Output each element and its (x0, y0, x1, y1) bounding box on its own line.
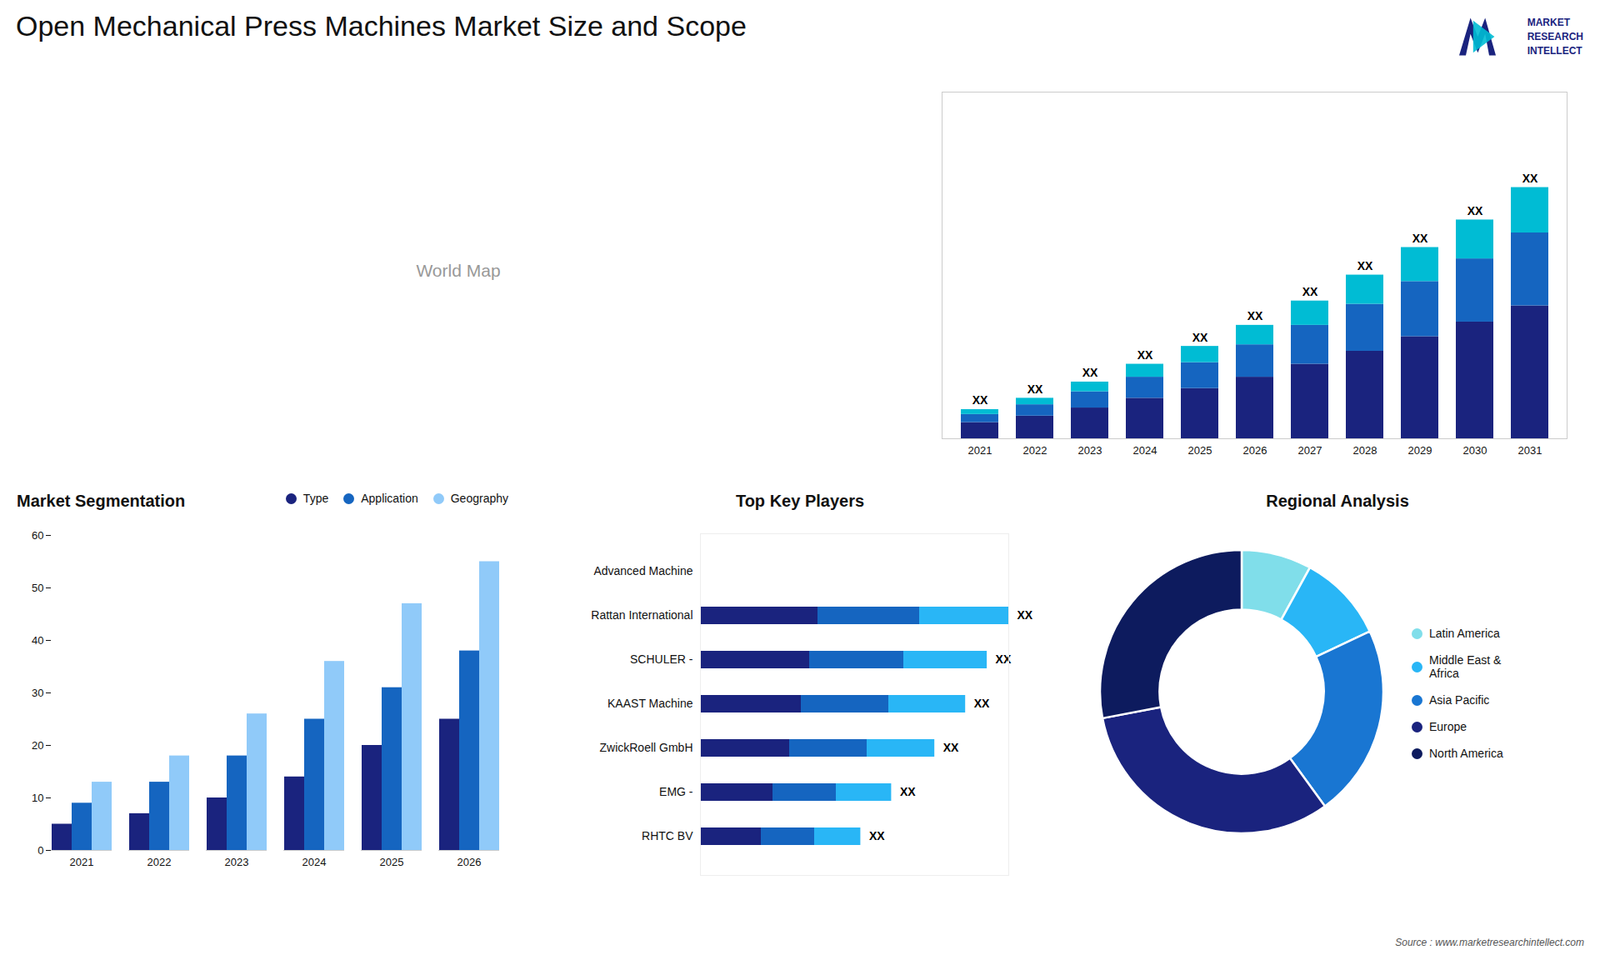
html-text:Source : www.marketresearchint: Source : www.marketresearchintellect.com (1395, 936, 1585, 949)
html-text:Europe: Europe (1429, 720, 1467, 734)
html-text:Top Key Players: Top Key Players (735, 491, 865, 510)
svg-text:XX: XX (995, 652, 1012, 666)
svg-text:40: 40 (31, 634, 44, 647)
svg-text:SCHULER -: SCHULER - (630, 652, 694, 666)
svg-text:XX: XX (1302, 285, 1319, 299)
svg-text:2026: 2026 (1243, 444, 1268, 457)
html-text:Middle East & Africa: Middle East & Africa (1429, 653, 1502, 680)
html-text:Type: Type (303, 491, 329, 505)
html-text:Open Mechanical Press Machines: Open Mechanical Press Machines Market Si… (15, 10, 747, 42)
svg-text:KAAST Machine: KAAST Machine (607, 696, 694, 710)
svg-text:2022: 2022 (147, 855, 172, 869)
svg-text:2027: 2027 (1298, 444, 1323, 457)
html-text:North America: North America (1429, 746, 1504, 760)
svg-text:XX: XX (1357, 259, 1374, 273)
svg-text:Advanced Machine: Advanced Machine (593, 564, 693, 578)
svg-text:XX: XX (1027, 382, 1044, 396)
svg-text:2021: 2021 (70, 855, 95, 869)
svg-text:XX: XX (1412, 231, 1429, 245)
svg-text:XX: XX (972, 393, 989, 407)
svg-text:2023: 2023 (225, 855, 250, 869)
svg-text:EMG -: EMG - (659, 785, 694, 799)
svg-text:60: 60 (31, 529, 44, 542)
svg-text:RHTC BV: RHTC BV (641, 829, 694, 843)
svg-text:2026: 2026 (457, 855, 482, 869)
svg-text:30: 30 (31, 686, 44, 700)
svg-text:XX: XX (869, 829, 885, 843)
svg-text:2022: 2022 (1023, 444, 1048, 457)
svg-text:2023: 2023 (1078, 444, 1103, 457)
html-text:Asia Pacific: Asia Pacific (1429, 693, 1490, 707)
svg-text:2029: 2029 (1408, 444, 1433, 457)
html-text:World Map: World Map (416, 260, 501, 280)
html-text:Geography: Geography (450, 491, 509, 505)
svg-text:XX: XX (1522, 171, 1539, 185)
svg-text:XX: XX (1082, 365, 1099, 380)
svg-text:XX: XX (1467, 204, 1484, 218)
html-text:MARKET: MARKET (1527, 16, 1570, 28)
html-text:Latin America: Latin America (1429, 626, 1500, 640)
svg-text:XX: XX (943, 740, 960, 755)
svg-text:2021: 2021 (968, 444, 993, 457)
svg-text:10: 10 (31, 791, 44, 805)
svg-text:2028: 2028 (1353, 444, 1378, 457)
svg-text:XX: XX (1017, 608, 1034, 622)
svg-text:2025: 2025 (1188, 444, 1213, 457)
svg-text:2030: 2030 (1463, 444, 1488, 457)
svg-text:0: 0 (37, 844, 44, 857)
svg-text:2025: 2025 (380, 855, 405, 869)
html-text:Regional Analysis: Regional Analysis (1266, 491, 1409, 510)
html-text:RESEARCH: RESEARCH (1527, 30, 1584, 43)
svg-text:2024: 2024 (1133, 444, 1158, 457)
svg-text:20: 20 (31, 739, 44, 752)
svg-text:XX: XX (1247, 309, 1264, 323)
svg-text:XX: XX (1137, 348, 1154, 362)
svg-text:2031: 2031 (1518, 444, 1543, 457)
html-text:Application: Application (361, 491, 419, 505)
svg-text:XX: XX (900, 785, 916, 799)
svg-text:2024: 2024 (302, 855, 327, 869)
svg-text:XX: XX (974, 696, 990, 710)
svg-text:XX: XX (1192, 330, 1209, 345)
svg-text:Rattan International: Rattan International (590, 608, 693, 622)
html-text:INTELLECT: INTELLECT (1527, 44, 1583, 57)
html-text:Market Segmentation: Market Segmentation (16, 491, 186, 510)
svg-text:50: 50 (31, 581, 44, 595)
svg-text:ZwickRoell GmbH: ZwickRoell GmbH (599, 740, 693, 755)
